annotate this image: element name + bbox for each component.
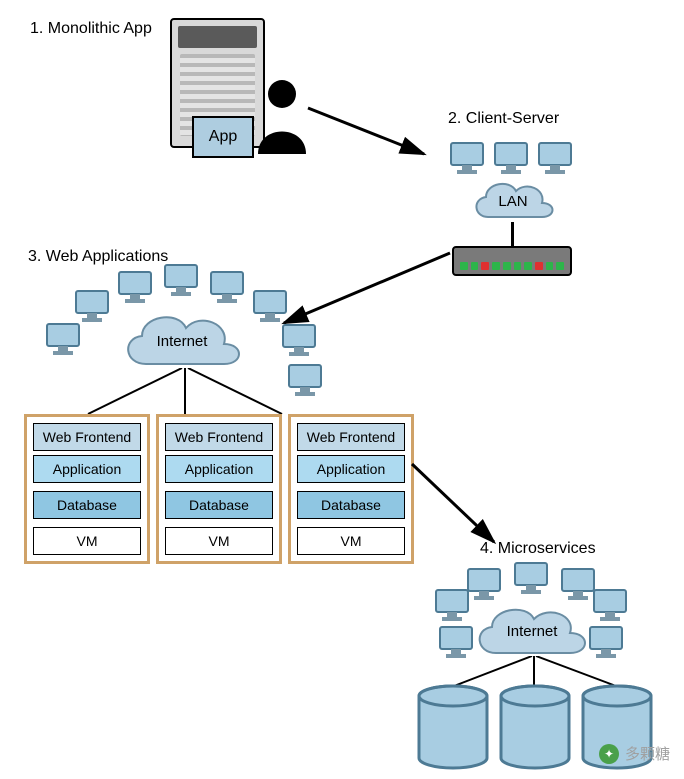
tier-app: Application [165,455,273,483]
monitor-icon [493,141,529,177]
tier-db: Database [33,491,141,519]
label-microservices: 4. Microservices [480,540,596,558]
monitor-icon [163,263,199,299]
monitor-icon [592,588,628,624]
arrow-2-3 [270,245,460,335]
tier-web: Web Frontend [33,423,141,451]
monitor-icon [281,323,317,359]
monitor-icon [434,588,470,624]
monitor-icon [209,270,245,306]
tier-web: Web Frontend [297,423,405,451]
arrow-1-2 [300,100,440,170]
tier-app: Application [33,455,141,483]
tier-stack: Web Frontend Application Database VM [156,414,282,564]
tier-db: Database [297,491,405,519]
tier-db: Database [165,491,273,519]
diagram-stage: 1. Monolithic App App 2. Client-Server L… [0,0,684,774]
app-box: App [192,116,254,158]
monitor-icon [537,141,573,177]
database-icon [414,684,492,774]
label-web-apps: 3. Web Applications [28,248,168,266]
monitor-icon [513,561,549,597]
tier-vm: VM [297,527,405,555]
cloud-to-stacks-lines [60,368,310,418]
database-icon [496,684,574,774]
router-icon [452,246,572,276]
monitor-icon [45,322,81,358]
tier-stack: Web Frontend Application Database VM [24,414,150,564]
cloud-lan-label: LAN [468,173,558,229]
monitor-icon [449,141,485,177]
monitor-icon [74,289,110,325]
label-client-server: 2. Client-Server [448,110,559,128]
tier-web: Web Frontend [165,423,273,451]
monitor-icon [252,289,288,325]
cloud-lan: LAN [468,173,558,229]
watermark-badge-icon: ✦ [599,744,619,764]
tier-app: Application [297,455,405,483]
tier-vm: VM [33,527,141,555]
label-monolithic: 1. Monolithic App [30,20,152,38]
tier-vm: VM [165,527,273,555]
watermark-text: 多颗糖 [625,743,670,764]
monitor-icon [117,270,153,306]
watermark: ✦ 多颗糖 [599,743,670,764]
